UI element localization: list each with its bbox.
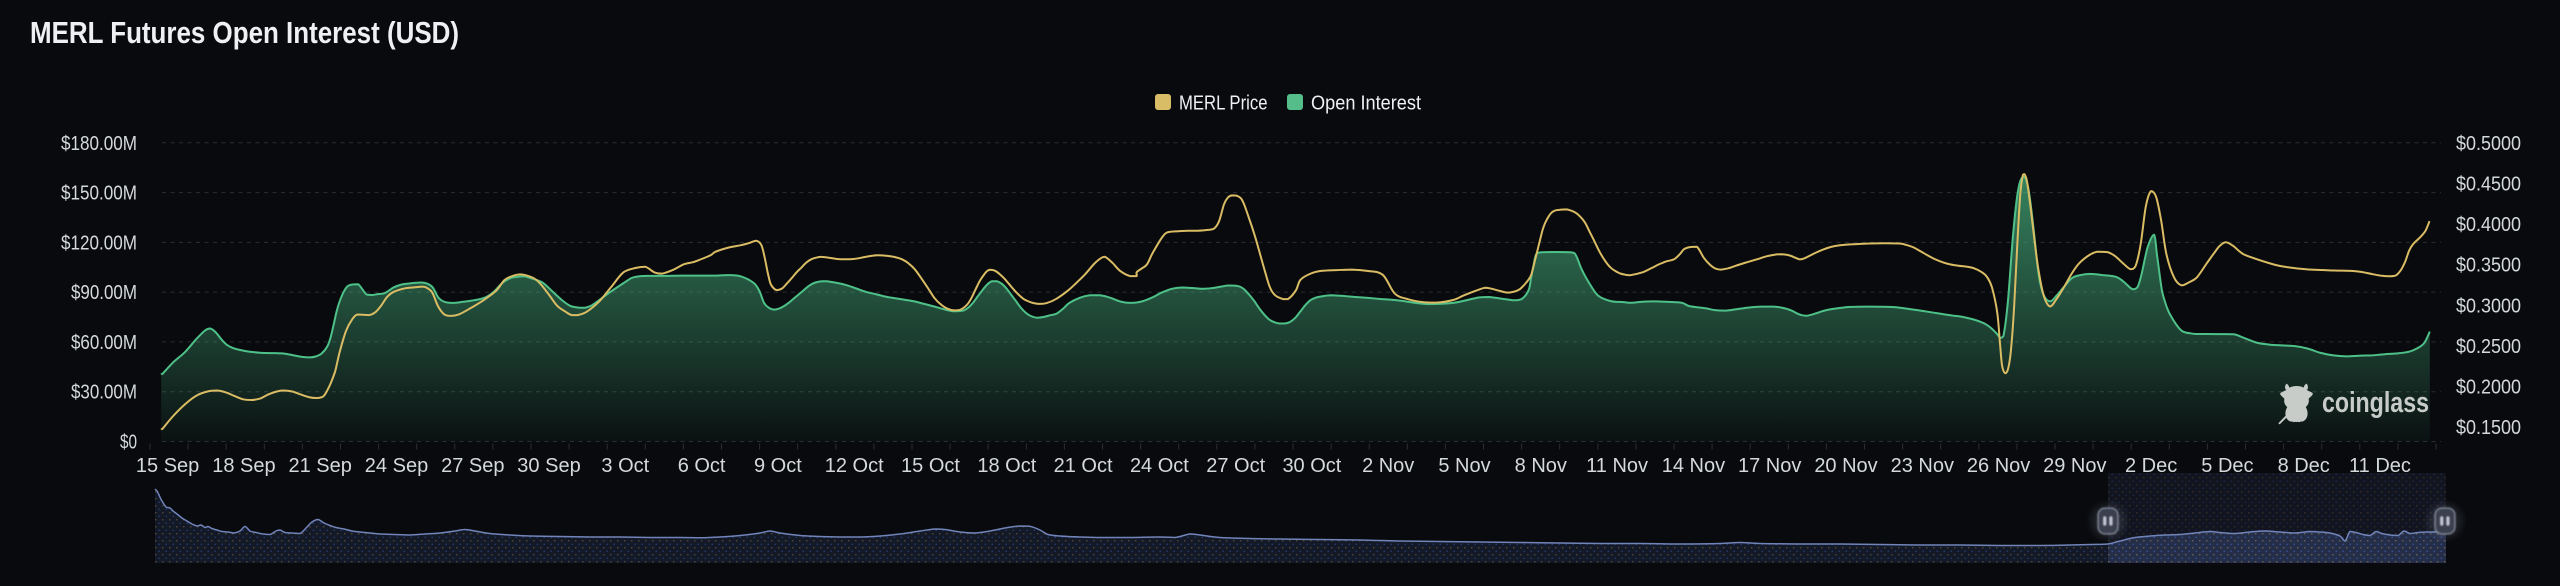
svg-text:11 Nov: 11 Nov <box>1586 455 1648 477</box>
svg-text:$0.5000: $0.5000 <box>2456 133 2521 155</box>
svg-text:12 Oct: 12 Oct <box>825 455 884 477</box>
svg-text:27 Sep: 27 Sep <box>441 455 504 477</box>
svg-text:21 Sep: 21 Sep <box>289 455 352 477</box>
svg-text:14 Nov: 14 Nov <box>1662 455 1725 477</box>
svg-text:23 Nov: 23 Nov <box>1891 455 1954 477</box>
svg-text:30 Oct: 30 Oct <box>1282 455 1341 477</box>
svg-text:$0: $0 <box>120 432 137 454</box>
svg-text:30 Sep: 30 Sep <box>517 455 580 477</box>
svg-text:$0.2500: $0.2500 <box>2456 336 2521 358</box>
svg-text:8 Dec: 8 Dec <box>2278 455 2330 477</box>
svg-text:18 Sep: 18 Sep <box>212 455 275 477</box>
svg-text:18 Oct: 18 Oct <box>977 455 1036 477</box>
svg-text:15 Oct: 15 Oct <box>901 455 960 477</box>
svg-text:$30.00M: $30.00M <box>71 382 137 404</box>
svg-text:Open Interest: Open Interest <box>1311 92 1421 115</box>
svg-text:11 Dec: 11 Dec <box>2349 455 2411 477</box>
svg-text:20 Nov: 20 Nov <box>1814 455 1877 477</box>
svg-text:$120.00M: $120.00M <box>61 232 137 254</box>
svg-text:8 Nov: 8 Nov <box>1515 455 1567 477</box>
svg-text:17 Nov: 17 Nov <box>1738 455 1801 477</box>
svg-text:$180.00M: $180.00M <box>61 133 137 155</box>
svg-text:$0.3000: $0.3000 <box>2456 295 2521 317</box>
svg-text:24 Sep: 24 Sep <box>365 455 428 477</box>
svg-text:coinglass: coinglass <box>2322 387 2429 419</box>
svg-text:15 Sep: 15 Sep <box>136 455 199 477</box>
svg-text:9 Oct: 9 Oct <box>754 455 802 477</box>
svg-text:6 Oct: 6 Oct <box>678 455 726 477</box>
svg-text:MERL Futures Open Interest (US: MERL Futures Open Interest (USD) <box>30 15 459 50</box>
svg-text:27 Oct: 27 Oct <box>1206 455 1265 477</box>
svg-text:$60.00M: $60.00M <box>71 332 137 354</box>
svg-text:$0.1500: $0.1500 <box>2456 417 2521 439</box>
svg-text:29 Nov: 29 Nov <box>2043 455 2106 477</box>
svg-text:5 Dec: 5 Dec <box>2201 455 2253 477</box>
svg-text:21 Oct: 21 Oct <box>1054 455 1113 477</box>
svg-text:$90.00M: $90.00M <box>71 282 137 304</box>
svg-text:$0.2000: $0.2000 <box>2456 377 2521 399</box>
svg-text:2 Nov: 2 Nov <box>1362 455 1414 477</box>
svg-text:$0.4500: $0.4500 <box>2456 173 2521 195</box>
svg-text:26 Nov: 26 Nov <box>1967 455 2030 477</box>
svg-text:2 Dec: 2 Dec <box>2125 455 2177 477</box>
svg-text:$150.00M: $150.00M <box>61 183 137 205</box>
svg-text:24 Oct: 24 Oct <box>1130 455 1189 477</box>
svg-text:$0.3500: $0.3500 <box>2456 255 2521 277</box>
svg-text:MERL Price: MERL Price <box>1179 92 1268 115</box>
svg-text:5 Nov: 5 Nov <box>1438 455 1490 477</box>
svg-text:3 Oct: 3 Oct <box>601 455 649 477</box>
svg-text:$0.4000: $0.4000 <box>2456 214 2521 236</box>
